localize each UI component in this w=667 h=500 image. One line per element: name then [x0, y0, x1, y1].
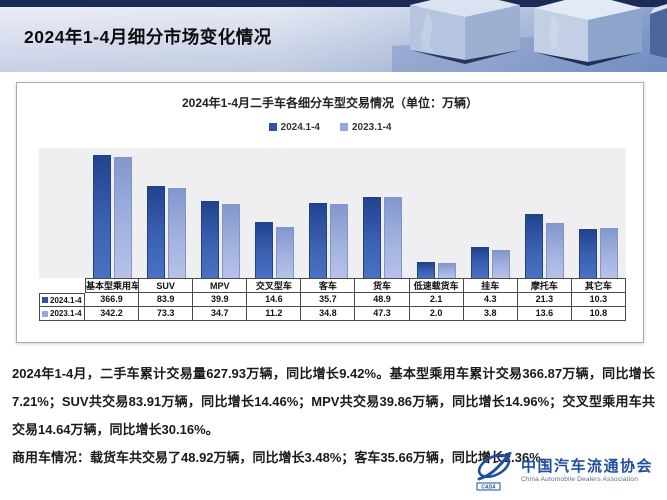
plot-area-margin — [39, 148, 85, 278]
bar-2024.1-4-摩托车 — [525, 213, 544, 278]
bar-2023.1-4-货车 — [384, 197, 403, 278]
table-cell: 14.6 — [247, 293, 302, 307]
table-cell: 3.8 — [463, 307, 518, 321]
cada-logo-text: CADA — [481, 485, 496, 491]
table-cell: 83.9 — [139, 293, 194, 307]
table-cell: 48.9 — [355, 293, 410, 307]
bar-group-基本型乘用车 — [85, 148, 140, 278]
bar-2024.1-4-MPV — [200, 201, 219, 278]
bar-2024.1-4-货车 — [363, 196, 382, 278]
bar-group-MPV — [193, 148, 248, 278]
bar-2024.1-4-交叉型车 — [254, 221, 273, 278]
cada-swoosh-icon: CADA — [476, 452, 512, 491]
legend-item-2024: 2024.1-4 — [268, 121, 320, 133]
bar-group-货车 — [355, 148, 410, 278]
table-col-header: 挂车 — [463, 278, 518, 293]
table-col-header: 基本型乘用车 — [85, 278, 140, 293]
table-col-header: SUV — [139, 278, 194, 293]
table-col-header: 客车 — [301, 278, 356, 293]
bar-group-客车 — [301, 148, 356, 278]
table-col-header: MPV — [193, 278, 248, 293]
bar-2023.1-4-交叉型车 — [275, 227, 294, 278]
bar-2024.1-4-基本型乘用车 — [92, 155, 111, 278]
legend-item-2023: 2023.1-4 — [340, 122, 391, 133]
bar-group-其它车 — [571, 148, 626, 278]
table-cell: 11.2 — [247, 307, 302, 321]
bar-group-低速载货车 — [409, 148, 464, 278]
chart-legend: 2024.1-4 2023.1-4 — [17, 120, 643, 134]
bar-2024.1-4-SUV — [146, 185, 165, 278]
legend-swatch-2024 — [268, 123, 277, 131]
bar-2023.1-4-客车 — [329, 203, 348, 278]
table-col-header: 交叉型车 — [247, 278, 302, 293]
bar-2024.1-4-挂车 — [471, 246, 490, 278]
cada-logo: CADA 中国汽车流通协会 China Automobile Dealers A… — [474, 452, 653, 492]
legend-label-2024: 2024.1-4 — [280, 121, 320, 133]
table-cell: 47.3 — [355, 307, 410, 321]
table-cell: 2.1 — [409, 293, 464, 307]
table-cell: 342.2 — [85, 307, 140, 321]
legend-swatch-2023 — [340, 123, 348, 131]
org-name-chinese: 中国汽车流通协会 — [520, 458, 653, 475]
table-row-label: 2024.1-4 — [39, 293, 85, 307]
table-cell: 10.8 — [571, 307, 626, 321]
bar-group-挂车 — [463, 148, 518, 278]
chart-panel: 2024年1-4月二手车各细分车型交易情况（单位：万辆） 2024.1-4 20… — [16, 82, 644, 343]
legend-label-2023: 2023.1-4 — [352, 121, 392, 133]
table-cell: 13.6 — [517, 307, 572, 321]
table-col-header: 低速载货车 — [409, 278, 464, 293]
header-banner: 2024年1-4月细分市场变化情况 — [0, 0, 667, 72]
summary-text-block: 2024年1-4月，二手车累计交易量627.93万辆，同比增长9.42%。基本型… — [12, 360, 655, 472]
table-cell: 2.0 — [409, 307, 464, 321]
table-cell: 4.3 — [463, 293, 518, 307]
page-title: 2024年1-4月细分市场变化情况 — [24, 27, 272, 47]
bar-2024.1-4-客车 — [308, 203, 327, 278]
chart-title: 2024年1-4月二手车各细分车型交易情况（单位：万辆） — [181, 96, 479, 110]
bar-2023.1-4-低速载货车 — [438, 262, 457, 278]
table-cell: 21.3 — [517, 293, 572, 307]
bar-2023.1-4-其它车 — [600, 227, 619, 278]
bar-2023.1-4-SUV — [167, 188, 186, 278]
table-cell: 34.7 — [193, 307, 248, 321]
row-legend-swatch — [42, 297, 48, 303]
bar-2023.1-4-MPV — [221, 203, 240, 278]
table-cell: 39.9 — [193, 293, 248, 307]
table-cell: 34.8 — [301, 307, 356, 321]
summary-paragraph-1: 2024年1-4月，二手车累计交易量627.93万辆，同比增长9.42%。基本型… — [12, 366, 655, 437]
bar-2024.1-4-低速载货车 — [417, 261, 436, 278]
bar-2023.1-4-基本型乘用车 — [113, 156, 132, 278]
bar-group-SUV — [139, 148, 194, 278]
table-cell: 35.7 — [301, 293, 356, 307]
bar-group-摩托车 — [517, 148, 572, 278]
table-cell: 10.3 — [571, 293, 626, 307]
table-col-header: 摩托车 — [517, 278, 572, 293]
bar-2024.1-4-其它车 — [579, 228, 598, 278]
bar-chart-with-data-table: 基本型乘用车 SUV MPV 交叉型车 客车 货车 低速载货车 挂车 摩托车 其它车 2024.1-… — [39, 148, 626, 321]
table-corner-cell — [39, 278, 85, 293]
summary-paragraph-2: 商用车情况：载货车共交易了48.92万辆，同比增长3.48%；客车35.66万辆… — [12, 450, 554, 465]
bar-2023.1-4-摩托车 — [546, 223, 565, 278]
bar-2023.1-4-挂车 — [492, 249, 511, 278]
table-col-header: 货车 — [355, 278, 410, 293]
table-row-label: 2023.1-4 — [39, 307, 85, 321]
row-legend-swatch — [42, 310, 48, 317]
table-cell: 73.3 — [139, 307, 194, 321]
bar-group-交叉型车 — [247, 148, 302, 278]
decorative-cubes-image — [392, 0, 667, 72]
table-cell: 366.9 — [85, 293, 140, 307]
table-col-header: 其它车 — [571, 278, 626, 293]
top-navy-strip — [0, 0, 667, 7]
org-name-english: China Automobile Dealers Association — [520, 476, 639, 484]
